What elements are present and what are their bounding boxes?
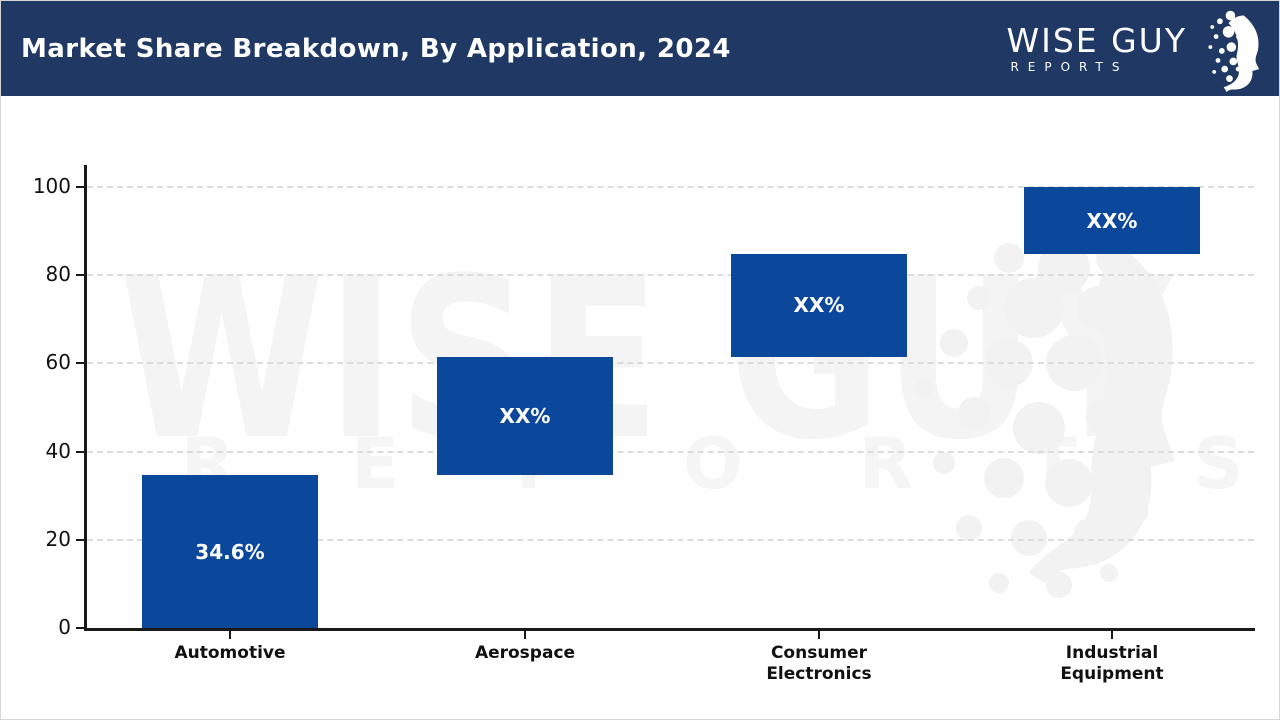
gridline <box>87 362 1254 365</box>
y-tick-label: 40 <box>45 438 71 463</box>
gridline <box>87 186 1254 188</box>
logo-wiseguy-label: WISE GUY <box>1006 20 1187 60</box>
x-tick-label-automotive: Automotive <box>174 643 286 663</box>
y-tick-label: 80 <box>45 262 71 287</box>
x-tick-label-aerospace: Aerospace <box>474 643 576 663</box>
logo-head-icon <box>1208 10 1260 92</box>
y-tick-mark <box>76 274 84 277</box>
header-bar: Market Share Breakdown, By Application, … <box>1 1 1279 96</box>
y-tick-label: 20 <box>45 526 71 551</box>
wise-guy-logo: WISE GUY REPORTS <box>1006 6 1261 92</box>
logo-text: WISE GUY REPORTS <box>1006 24 1187 74</box>
logo-reports-label: REPORTS <box>1010 59 1129 74</box>
x-tick-mark <box>524 631 526 639</box>
bar-aerospace: XX% <box>437 356 613 476</box>
x-tick-mark <box>818 631 820 639</box>
bar-value-label: XX% <box>1086 208 1138 233</box>
x-tick-mark <box>1111 631 1113 639</box>
y-tick-label: 0 <box>58 615 71 639</box>
plot-area: 0 20 40 60 80 100 34.6% Automotive XX% Aerospace X… <box>1 96 1279 719</box>
gridline <box>87 450 1254 453</box>
bar-value-label: XX% <box>793 293 845 318</box>
y-tick-label: 60 <box>45 350 71 375</box>
y-tick-mark <box>76 186 84 188</box>
bar-automotive: 34.6% <box>142 475 318 628</box>
y-tick-label: 100 <box>32 174 71 198</box>
y-axis-line <box>84 165 87 631</box>
watermark-head-dots <box>915 240 1175 598</box>
y-tick-mark <box>76 538 84 541</box>
bar-value-label: XX% <box>499 404 551 429</box>
bar-consumer-electronics: XX% <box>731 254 907 357</box>
gridline <box>87 274 1254 277</box>
bar-industrial-equipment: XX% <box>1024 187 1200 255</box>
x-tick-label-industrial-equipment: Industrial Equipment <box>1060 643 1164 685</box>
bar-value-label: 34.6% <box>195 539 265 564</box>
x-tick-mark <box>229 631 231 639</box>
x-tick-label-consumer-electronics: Consumer Electronics <box>766 643 872 685</box>
x-axis-line <box>84 628 1255 631</box>
y-tick-mark <box>76 450 84 453</box>
gridline <box>87 538 1254 541</box>
y-tick-mark <box>76 627 84 629</box>
y-tick-mark <box>76 362 84 365</box>
page-title: Market Share Breakdown, By Application, … <box>21 33 731 64</box>
